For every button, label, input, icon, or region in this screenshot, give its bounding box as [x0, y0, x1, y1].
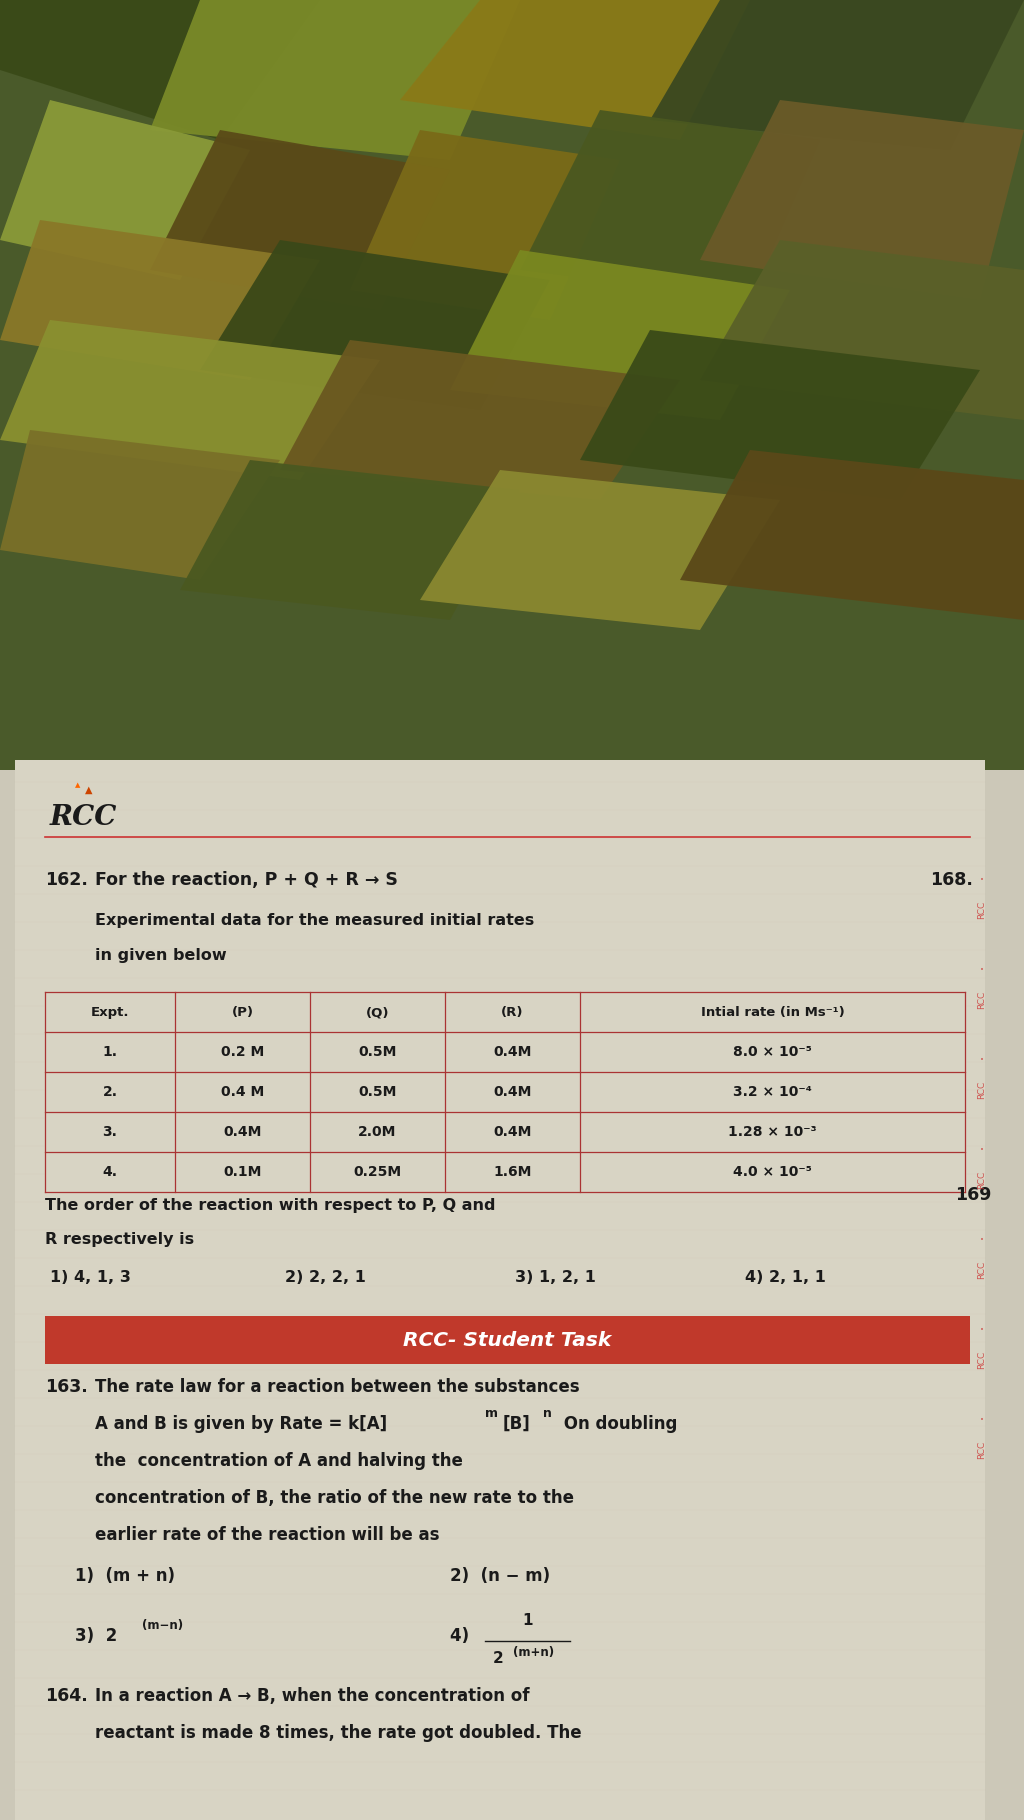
Text: 0.4 M: 0.4 M [221, 1085, 264, 1099]
Text: 2.0M: 2.0M [358, 1125, 396, 1139]
Text: n: n [543, 1407, 552, 1420]
Polygon shape [680, 450, 1024, 621]
Text: R respectively is: R respectively is [45, 1232, 195, 1247]
Text: 2: 2 [493, 1651, 504, 1665]
Text: •: • [980, 1238, 984, 1243]
Text: (Q): (Q) [366, 1006, 389, 1019]
Polygon shape [420, 470, 780, 630]
Text: 163.: 163. [45, 1378, 88, 1396]
Text: RCC: RCC [978, 1441, 986, 1460]
Text: 2)  (n − m): 2) (n − m) [450, 1567, 550, 1585]
FancyBboxPatch shape [45, 1316, 970, 1363]
Text: The rate law for a reaction between the substances: The rate law for a reaction between the … [95, 1378, 580, 1396]
Text: earlier rate of the reaction will be as: earlier rate of the reaction will be as [95, 1525, 439, 1543]
Text: 0.4M: 0.4M [494, 1045, 531, 1059]
Text: •: • [980, 877, 984, 883]
Text: RCC: RCC [50, 804, 118, 832]
Polygon shape [0, 320, 380, 480]
Text: 0.5M: 0.5M [358, 1045, 396, 1059]
Text: A and B is given by Rate = k[A]: A and B is given by Rate = k[A] [95, 1414, 387, 1432]
Text: On doubling: On doubling [558, 1414, 677, 1432]
Text: •: • [980, 1057, 984, 1063]
Text: 0.1M: 0.1M [223, 1165, 262, 1179]
Text: Experimental data for the measured initial rates: Experimental data for the measured initi… [95, 914, 535, 928]
Text: reactant is made 8 times, the rate got doubled. The: reactant is made 8 times, the rate got d… [95, 1724, 582, 1742]
FancyBboxPatch shape [15, 761, 985, 1820]
Text: 169: 169 [955, 1187, 991, 1205]
Text: 2.: 2. [102, 1085, 118, 1099]
Polygon shape [580, 329, 980, 501]
Text: 1.6M: 1.6M [494, 1165, 531, 1179]
Text: 0.4M: 0.4M [223, 1125, 262, 1139]
Text: 2) 2, 2, 1: 2) 2, 2, 1 [285, 1270, 366, 1285]
Text: 8.0 × 10⁻⁵: 8.0 × 10⁻⁵ [733, 1045, 812, 1059]
Text: 3.: 3. [102, 1125, 118, 1139]
Text: •: • [980, 1327, 984, 1332]
Text: (m+n): (m+n) [513, 1645, 554, 1660]
Text: 1: 1 [522, 1613, 532, 1629]
FancyBboxPatch shape [45, 992, 965, 1192]
Text: RCC: RCC [978, 1261, 986, 1279]
Text: 0.4M: 0.4M [494, 1125, 531, 1139]
Text: 4) 2, 1, 1: 4) 2, 1, 1 [745, 1270, 826, 1285]
Polygon shape [650, 0, 1024, 149]
Text: (P): (P) [231, 1006, 254, 1019]
Text: 0.2 M: 0.2 M [221, 1045, 264, 1059]
Polygon shape [180, 460, 520, 621]
Text: Expt.: Expt. [91, 1006, 129, 1019]
Text: 0.25M: 0.25M [353, 1165, 401, 1179]
Text: 1.: 1. [102, 1045, 118, 1059]
Text: 3) 1, 2, 1: 3) 1, 2, 1 [515, 1270, 596, 1285]
Text: •: • [980, 1147, 984, 1154]
Text: For the reaction, P + Q + R → S: For the reaction, P + Q + R → S [95, 872, 398, 888]
Text: ▲: ▲ [75, 783, 80, 788]
Text: 3)  2: 3) 2 [75, 1627, 118, 1645]
Polygon shape [520, 109, 820, 300]
Text: The order of the reaction with respect to P, Q and: The order of the reaction with respect t… [45, 1198, 496, 1212]
Text: the  concentration of A and halving the: the concentration of A and halving the [95, 1452, 463, 1471]
Polygon shape [0, 220, 319, 380]
Text: 4.: 4. [102, 1165, 118, 1179]
Polygon shape [200, 240, 550, 410]
Text: In a reaction A → B, when the concentration of: In a reaction A → B, when the concentrat… [95, 1687, 529, 1705]
Polygon shape [150, 0, 520, 160]
Text: •: • [980, 1418, 984, 1423]
Text: m: m [485, 1407, 498, 1420]
Text: 3.2 × 10⁻⁴: 3.2 × 10⁻⁴ [733, 1085, 812, 1099]
Text: 164.: 164. [45, 1687, 88, 1705]
Text: 168.: 168. [930, 872, 973, 888]
Polygon shape [350, 129, 620, 320]
Text: in given below: in given below [95, 948, 226, 963]
Text: 4): 4) [450, 1627, 480, 1645]
Text: RCC- Student Task: RCC- Student Task [402, 1330, 611, 1349]
Text: (R): (R) [502, 1006, 523, 1019]
Polygon shape [700, 100, 1024, 300]
Text: RCC: RCC [978, 1170, 986, 1188]
Text: [B]: [B] [503, 1414, 530, 1432]
Text: 4.0 × 10⁻⁵: 4.0 × 10⁻⁵ [733, 1165, 812, 1179]
Text: ▲: ▲ [85, 784, 92, 795]
Text: (m−n): (m−n) [142, 1620, 183, 1633]
FancyBboxPatch shape [0, 770, 1024, 1820]
Text: 162.: 162. [45, 872, 88, 888]
Text: 1.28 × 10⁻³: 1.28 × 10⁻³ [728, 1125, 817, 1139]
Text: RCC: RCC [978, 1081, 986, 1099]
Polygon shape [400, 0, 750, 140]
Polygon shape [0, 430, 280, 581]
Text: Intial rate (in Ms⁻¹): Intial rate (in Ms⁻¹) [700, 1006, 845, 1019]
Text: RCC: RCC [978, 990, 986, 1008]
Text: concentration of B, the ratio of the new rate to the: concentration of B, the ratio of the new… [95, 1489, 574, 1507]
Text: RCC: RCC [978, 1350, 986, 1369]
Text: •: • [980, 966, 984, 974]
Polygon shape [0, 0, 319, 140]
Text: RCC: RCC [978, 901, 986, 919]
Polygon shape [150, 129, 450, 309]
Polygon shape [280, 340, 680, 500]
Polygon shape [0, 100, 250, 280]
Polygon shape [700, 240, 1024, 420]
Polygon shape [450, 249, 790, 420]
Text: 0.4M: 0.4M [494, 1085, 531, 1099]
Text: 1) 4, 1, 3: 1) 4, 1, 3 [50, 1270, 131, 1285]
Text: 0.5M: 0.5M [358, 1085, 396, 1099]
